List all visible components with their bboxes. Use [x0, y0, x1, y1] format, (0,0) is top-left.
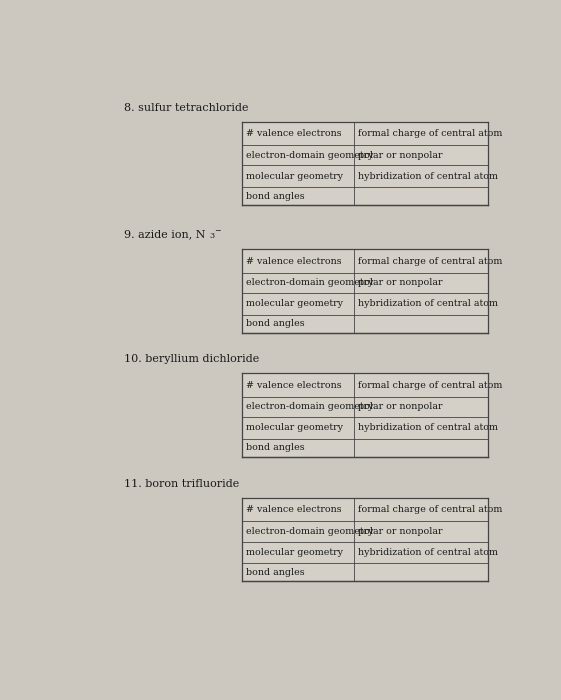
Bar — [353, 439, 488, 457]
Text: # valence electrons: # valence electrons — [246, 129, 342, 138]
Text: −: − — [214, 227, 221, 235]
Text: # valence electrons: # valence electrons — [246, 505, 342, 514]
Text: formal charge of central atom: formal charge of central atom — [358, 257, 502, 265]
Bar — [353, 397, 488, 417]
Bar — [242, 315, 353, 333]
Text: 9. azide ion, N: 9. azide ion, N — [125, 230, 206, 239]
Text: polar or nonpolar: polar or nonpolar — [358, 527, 443, 536]
Bar — [353, 373, 488, 397]
Bar — [353, 542, 488, 564]
Text: bond angles: bond angles — [246, 568, 305, 577]
Bar — [242, 145, 353, 165]
Text: molecular geometry: molecular geometry — [246, 300, 343, 309]
Bar — [242, 498, 353, 521]
Text: molecular geometry: molecular geometry — [246, 172, 343, 181]
Text: # valence electrons: # valence electrons — [246, 257, 342, 265]
Bar — [242, 249, 353, 273]
Text: bond angles: bond angles — [246, 192, 305, 201]
Bar — [353, 498, 488, 521]
Text: formal charge of central atom: formal charge of central atom — [358, 381, 502, 389]
Bar — [353, 293, 488, 315]
Bar — [242, 542, 353, 564]
Bar — [242, 417, 353, 439]
Bar — [353, 165, 488, 187]
Text: polar or nonpolar: polar or nonpolar — [358, 402, 443, 412]
Text: bond angles: bond angles — [246, 443, 305, 452]
Text: electron-domain geometry: electron-domain geometry — [246, 150, 374, 160]
Bar — [353, 249, 488, 273]
Bar — [242, 293, 353, 315]
Text: molecular geometry: molecular geometry — [246, 424, 343, 433]
Bar — [353, 315, 488, 333]
Bar — [242, 122, 353, 145]
Bar — [242, 373, 353, 397]
Text: bond angles: bond angles — [246, 319, 305, 328]
Bar — [353, 564, 488, 582]
Bar — [353, 122, 488, 145]
Text: hybridization of central atom: hybridization of central atom — [358, 424, 498, 433]
Bar — [353, 145, 488, 165]
Text: 10. beryllium dichloride: 10. beryllium dichloride — [125, 354, 260, 363]
Text: molecular geometry: molecular geometry — [246, 548, 343, 557]
Bar — [353, 521, 488, 542]
Text: hybridization of central atom: hybridization of central atom — [358, 548, 498, 557]
Text: 8. sulfur tetrachloride: 8. sulfur tetrachloride — [125, 103, 249, 113]
Text: formal charge of central atom: formal charge of central atom — [358, 129, 502, 138]
Text: 11. boron trifluoride: 11. boron trifluoride — [125, 479, 240, 489]
Bar — [242, 187, 353, 205]
Text: electron-domain geometry: electron-domain geometry — [246, 279, 374, 288]
Text: polar or nonpolar: polar or nonpolar — [358, 279, 443, 288]
Text: formal charge of central atom: formal charge of central atom — [358, 505, 502, 514]
Bar — [242, 564, 353, 582]
Bar — [242, 165, 353, 187]
Bar — [242, 439, 353, 457]
Bar — [242, 521, 353, 542]
Text: hybridization of central atom: hybridization of central atom — [358, 172, 498, 181]
Bar — [353, 417, 488, 439]
Text: 3: 3 — [209, 232, 214, 239]
Text: polar or nonpolar: polar or nonpolar — [358, 150, 443, 160]
Bar — [242, 397, 353, 417]
Bar — [353, 187, 488, 205]
Text: electron-domain geometry: electron-domain geometry — [246, 402, 374, 412]
Bar — [242, 273, 353, 293]
Text: # valence electrons: # valence electrons — [246, 381, 342, 389]
Text: electron-domain geometry: electron-domain geometry — [246, 527, 374, 536]
Text: hybridization of central atom: hybridization of central atom — [358, 300, 498, 309]
Bar — [353, 273, 488, 293]
